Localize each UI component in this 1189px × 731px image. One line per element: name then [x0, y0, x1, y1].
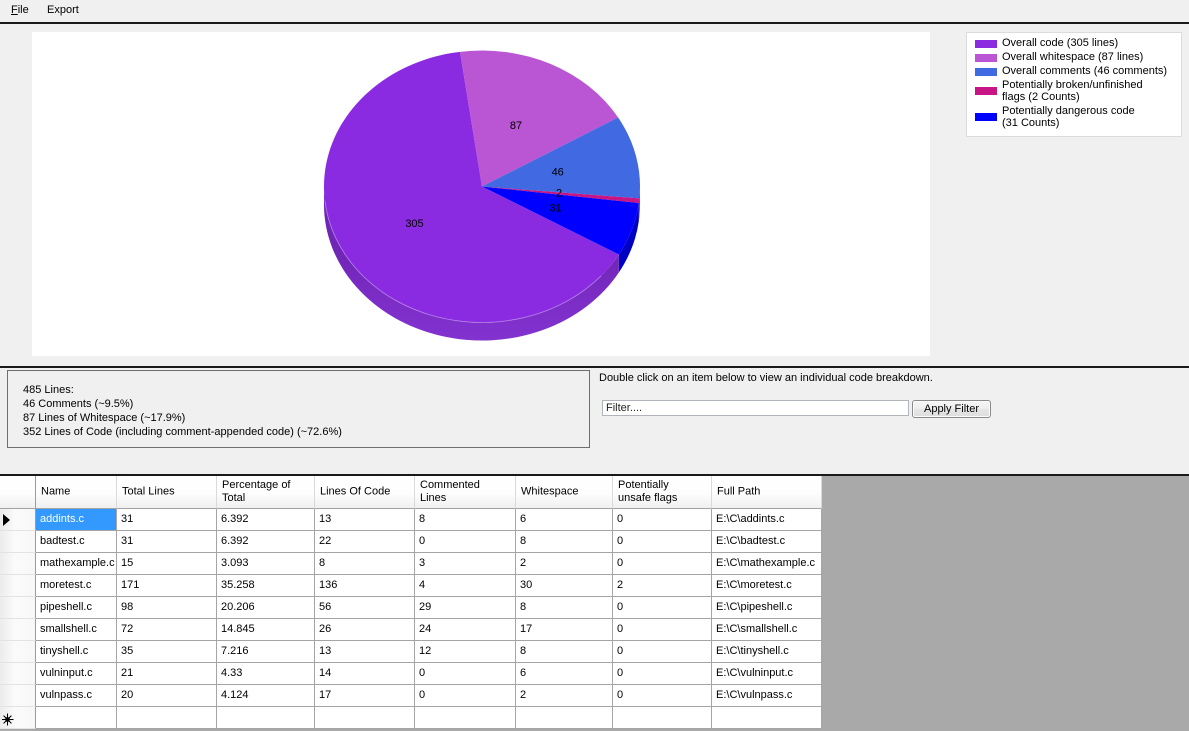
svg-text:2: 2 — [556, 188, 562, 200]
svg-text:31: 31 — [549, 203, 561, 215]
svg-text:46: 46 — [552, 167, 564, 179]
svg-text:305: 305 — [405, 218, 423, 230]
svg-text:87: 87 — [510, 120, 522, 132]
